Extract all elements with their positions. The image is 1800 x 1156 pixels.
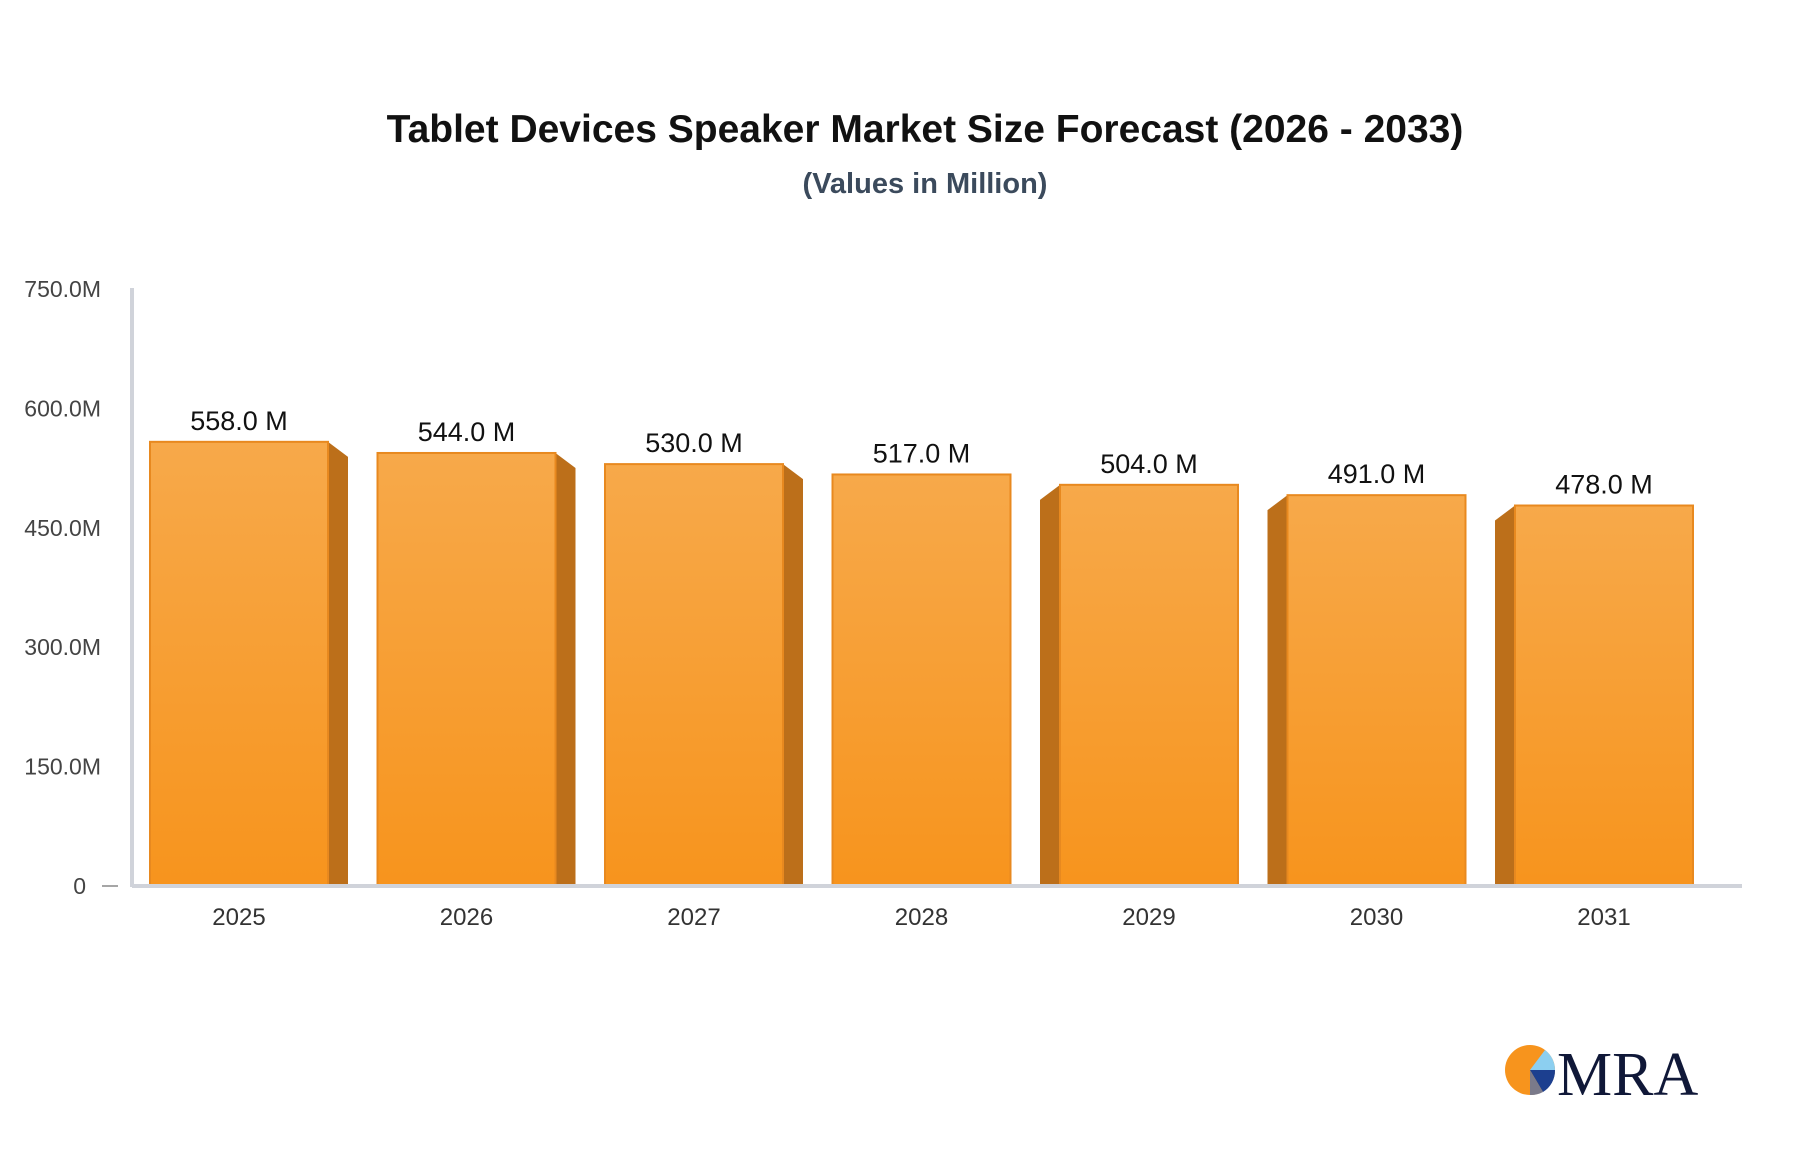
- chart-subtitle: (Values in Million): [802, 168, 1048, 200]
- x-tick-label: 2031: [1577, 904, 1630, 931]
- bar-front: [831, 473, 1012, 887]
- bar-front: [149, 440, 329, 887]
- bar-side: [1267, 495, 1288, 886]
- bar-front: [1514, 504, 1694, 887]
- bar-2031: 478.0 M: [1495, 470, 1694, 887]
- data-label: 530.0 M: [645, 428, 743, 458]
- chart-title: Tablet Devices Speaker Market Size Forec…: [386, 108, 1464, 151]
- bar-side: [328, 441, 348, 886]
- data-label: 478.0 M: [1555, 470, 1653, 500]
- bar-side: [1040, 484, 1060, 886]
- bar-2027: 530.0 M: [604, 428, 803, 887]
- bar-front: [604, 463, 784, 887]
- data-label: 504.0 M: [1100, 449, 1198, 479]
- bar-front: [1286, 494, 1467, 887]
- bar-2030: 491.0 M: [1267, 459, 1467, 887]
- bar-2029: 504.0 M: [1040, 449, 1239, 887]
- y-tick-label: 0: [73, 873, 86, 899]
- bar-front: [1059, 483, 1239, 887]
- bar-side: [1495, 505, 1515, 886]
- data-label: 517.0 M: [873, 438, 971, 468]
- bar-side: [783, 464, 803, 886]
- bar-side: [555, 452, 576, 886]
- data-label: 558.0 M: [190, 406, 288, 436]
- logo-text: MRA: [1557, 1041, 1698, 1109]
- y-tick-label: 600.0M: [24, 395, 101, 421]
- x-tick-label: 2028: [895, 904, 948, 931]
- y-tick-label: 300.0M: [24, 634, 101, 660]
- data-label: 491.0 M: [1328, 459, 1426, 489]
- bar-2028: 517.0 M: [831, 438, 1012, 887]
- x-tick-label: 2026: [440, 904, 493, 931]
- x-tick-label: 2027: [667, 904, 720, 931]
- bar-2025: 558.0 M: [149, 406, 348, 887]
- y-tick-label: 750.0M: [24, 276, 101, 302]
- x-tick-label: 2025: [212, 904, 265, 931]
- bar-front: [376, 451, 557, 887]
- y-tick-label: 150.0M: [24, 754, 101, 780]
- x-tick-label: 2030: [1350, 904, 1403, 931]
- data-label: 544.0 M: [418, 417, 516, 447]
- x-tick-label: 2029: [1122, 904, 1175, 931]
- bar-2026: 544.0 M: [376, 417, 576, 887]
- mra-logo: MRA: [1505, 1041, 1698, 1109]
- y-tick-label: 450.0M: [24, 515, 101, 541]
